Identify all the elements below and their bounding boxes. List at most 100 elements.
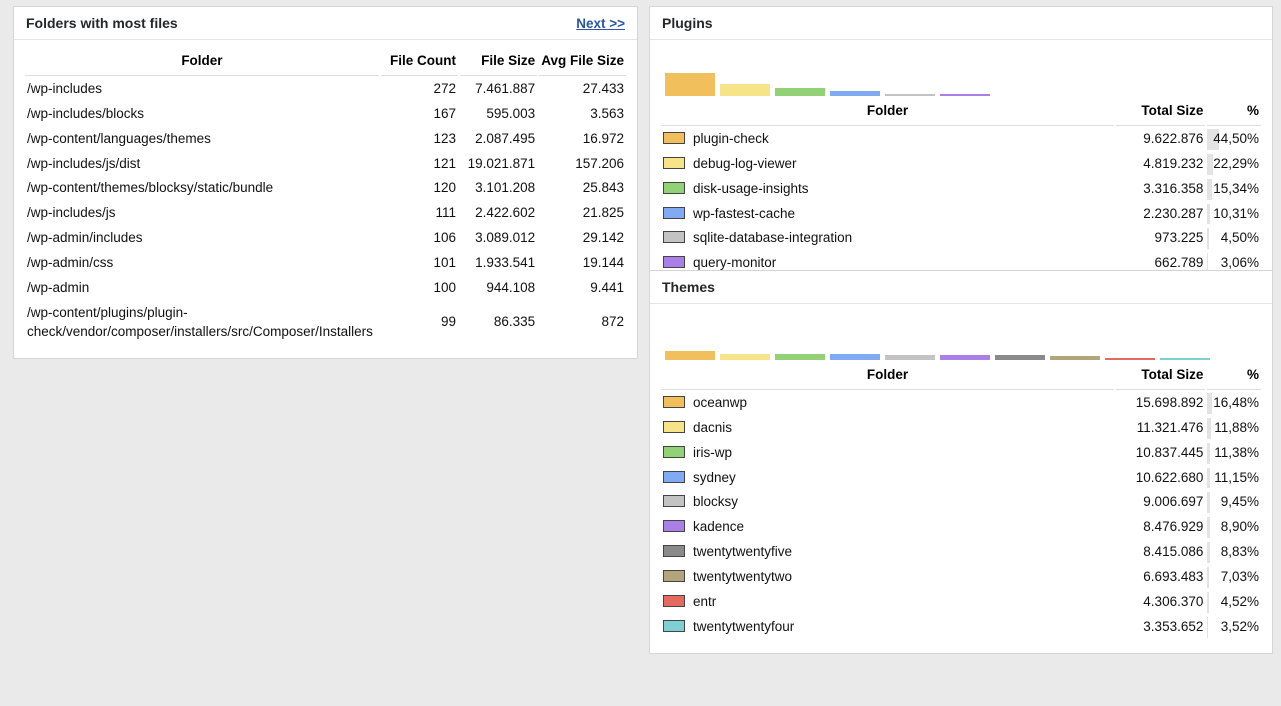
percent-inline-bar: [1207, 542, 1210, 564]
table-row: /wp-admin/includes 106 3.089.012 29.142: [25, 227, 626, 250]
folder-path-cell: /wp-includes/blocks: [27, 105, 145, 121]
folder-name-label: twentytwentytwo: [693, 569, 793, 585]
chart-bar-sqlite-database-integration: [885, 93, 935, 96]
percent-inline-bar: [1207, 228, 1209, 250]
file-size-cell: 7.461.887: [475, 80, 536, 96]
folder-path-cell: /wp-includes/js: [27, 205, 116, 221]
table-row: disk-usage-insights 3.316.358 15,34%: [661, 178, 1261, 201]
next-page-link[interactable]: Next >>: [576, 15, 625, 31]
chart-bar-sydney: [830, 354, 880, 360]
folder-name-cell: disk-usage-insights: [661, 178, 1114, 201]
folder-name-label: plugin-check: [693, 130, 769, 146]
chart-bar-wp-fastest-cache: [830, 90, 880, 96]
panel-header: Plugins: [650, 7, 1272, 40]
folder-path-cell: /wp-includes/js/dist: [27, 155, 141, 171]
folder-name-cell: twentytwentyfive: [661, 541, 1114, 564]
percent-value: 11,15%: [1214, 469, 1259, 485]
column-header-folder: Folder: [661, 362, 1114, 390]
percent-inline-bar: [1207, 417, 1211, 439]
chart-bar-entr: [1105, 357, 1155, 360]
file-count-cell: 106: [433, 230, 457, 246]
percent-inline-bar: [1207, 467, 1211, 489]
file-size-cell: 19.021.871: [467, 155, 536, 171]
percent-cell: 8,83%: [1207, 541, 1261, 564]
chart-bar-disk-usage-insights: [775, 88, 825, 96]
percent-inline-bar: [1207, 392, 1212, 414]
plugins-bar-chart: [659, 40, 1263, 96]
legend-color-swatch: [663, 395, 685, 408]
legend-color-swatch: [663, 181, 685, 194]
percent-value: 3,06%: [1220, 255, 1259, 271]
chart-bar-blocksy: [885, 355, 935, 360]
file-size-cell: 86.335: [493, 314, 536, 330]
folder-path-cell: /wp-admin/css: [27, 255, 114, 271]
chart-bar-debug-log-viewer: [720, 84, 770, 96]
percent-cell: 3,52%: [1207, 616, 1261, 639]
percent-value: 8,83%: [1220, 544, 1259, 560]
themes-table: Folder Total Size % oceanwp 15.698.892 16,…: [659, 360, 1263, 641]
folder-name-label: wp-fastest-cache: [693, 205, 796, 221]
percent-value: 15,34%: [1213, 180, 1259, 196]
folder-name-label: iris-wp: [693, 444, 732, 460]
avg-file-size-cell: 16.972: [582, 130, 624, 146]
total-size-cell: 3.353.652: [1143, 618, 1204, 634]
file-size-cell: 2.422.602: [475, 205, 536, 221]
folder-name-label: disk-usage-insights: [693, 180, 809, 196]
themes-bar-chart: [659, 304, 1263, 360]
avg-file-size-cell: 21.825: [582, 205, 624, 221]
table-row: debug-log-viewer 4.819.232 22,29%: [661, 153, 1261, 176]
total-size-cell: 3.316.358: [1143, 180, 1204, 196]
folder-path-cell: /wp-admin: [27, 280, 90, 296]
total-size-cell: 8.476.929: [1143, 519, 1204, 535]
column-header-folder: Folder: [25, 48, 379, 76]
percent-value: 11,38%: [1214, 444, 1259, 460]
chart-bar-twentytwentytwo: [1050, 356, 1100, 360]
file-count-cell: 120: [433, 180, 457, 196]
table-row: plugin-check 9.622.876 44,50%: [661, 128, 1261, 151]
percent-value: 7,03%: [1220, 569, 1259, 585]
folder-name-cell: wp-fastest-cache: [661, 203, 1114, 226]
percent-value: 4,50%: [1220, 230, 1259, 246]
panel-title: Plugins: [662, 15, 713, 31]
total-size-cell: 10.622.680: [1135, 469, 1204, 485]
file-count-cell: 121: [433, 155, 457, 171]
folder-path-cell: /wp-admin/includes: [27, 230, 143, 246]
percent-value: 9,45%: [1220, 494, 1259, 510]
legend-color-swatch: [663, 156, 685, 169]
folders-with-most-files-panel: Folders with most files Next >> Folder F…: [13, 6, 638, 359]
chart-bar-plugin-check: [665, 72, 715, 96]
percent-cell: 3,06%: [1207, 252, 1261, 275]
file-size-cell: 595.003: [486, 105, 536, 121]
folder-name-label: sqlite-database-integration: [693, 230, 853, 246]
legend-color-swatch: [663, 520, 685, 533]
table-row: /wp-admin/css 101 1.933.541 19.144: [25, 252, 626, 275]
chart-bar-twentytwentyfive: [995, 355, 1045, 360]
percent-inline-bar: [1207, 253, 1209, 275]
folder-name-label: twentytwentyfour: [693, 618, 795, 634]
percent-inline-bar: [1207, 567, 1210, 589]
file-count-cell: 167: [433, 105, 457, 121]
column-header-percent: %: [1207, 98, 1261, 126]
file-count-cell: 100: [433, 280, 457, 296]
percent-inline-bar: [1207, 178, 1212, 200]
folder-name-label: entr: [693, 594, 717, 610]
total-size-cell: 9.006.697: [1143, 494, 1204, 510]
column-header-avg-file-size: Avg File Size: [539, 48, 626, 76]
folder-name-label: debug-log-viewer: [693, 155, 797, 171]
table-header-row: Folder Total Size %: [661, 98, 1261, 126]
table-row: /wp-includes/js/dist 121 19.021.871 157.206: [25, 153, 626, 176]
legend-color-swatch: [663, 495, 685, 508]
percent-value: 44,50%: [1213, 130, 1259, 146]
total-size-cell: 8.415.086: [1143, 544, 1204, 560]
panel-header: Folders with most files Next >>: [14, 7, 637, 40]
total-size-cell: 4.306.370: [1143, 594, 1204, 610]
percent-cell: 11,38%: [1207, 442, 1261, 465]
total-size-cell: 4.819.232: [1143, 155, 1204, 171]
percent-cell: 4,52%: [1207, 591, 1261, 614]
total-size-cell: 2.230.287: [1143, 205, 1204, 221]
legend-color-swatch: [663, 545, 685, 558]
percent-cell: 10,31%: [1207, 203, 1261, 226]
percent-value: 10,31%: [1213, 205, 1259, 221]
table-row: blocksy 9.006.697 9,45%: [661, 491, 1261, 514]
table-row: /wp-content/themes/blocksy/static/bundle…: [25, 177, 626, 200]
